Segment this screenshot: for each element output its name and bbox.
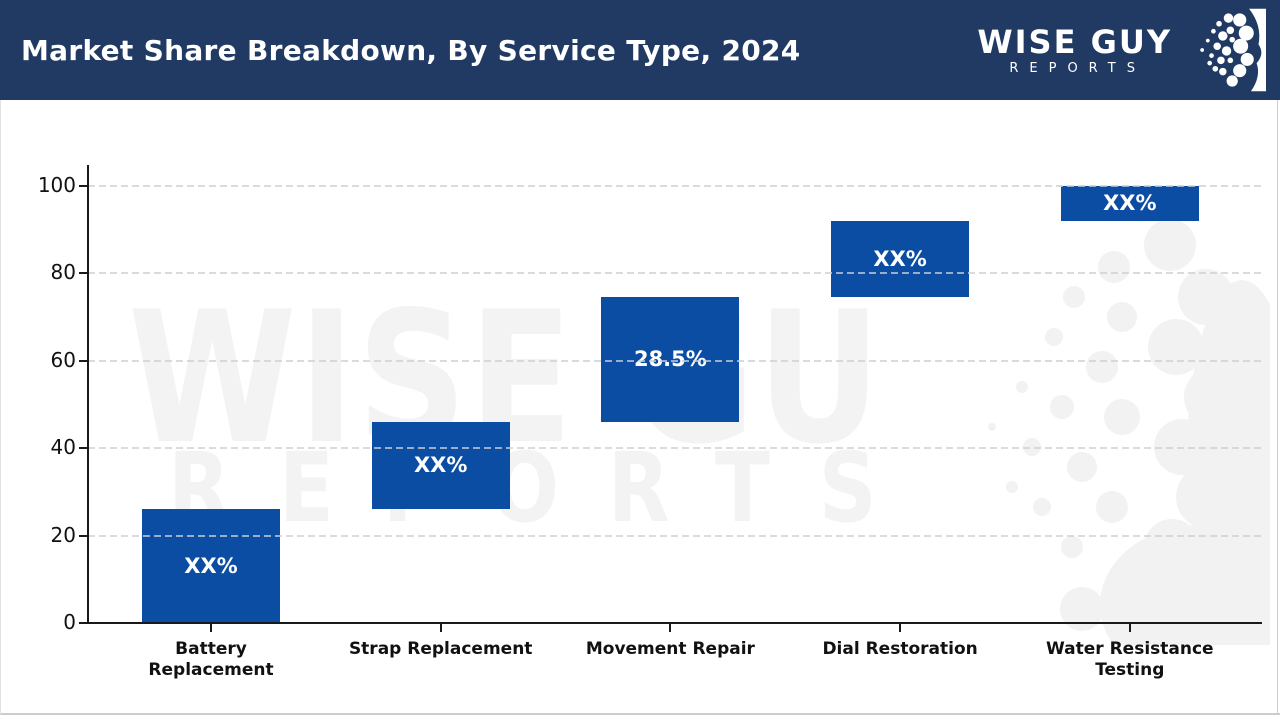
right-edge-line xyxy=(1277,100,1278,714)
x-category-label: Dial Restoration xyxy=(822,639,978,659)
bar-value-label: XX% xyxy=(413,453,468,478)
y-tick-100 xyxy=(79,185,87,187)
logo-face-icon xyxy=(1200,8,1266,92)
gridline-40 xyxy=(88,447,1262,450)
x-tick-1 xyxy=(439,623,442,632)
x-category-label: Strap Replacement xyxy=(348,639,533,659)
watermark-reports-text: REPORTS xyxy=(168,432,926,544)
logo-reports-label: REPORTS xyxy=(1009,60,1146,76)
bar-movement-repair: 28.5% xyxy=(601,297,740,422)
y-tick-label-40: 40 xyxy=(50,435,76,460)
y-tick-80 xyxy=(79,272,87,275)
wise-guy-reports-logo: WISE GUY REPORTS xyxy=(977,6,1280,94)
page-title: Market Share Breakdown, By Service Type,… xyxy=(21,33,801,67)
y-tick-60 xyxy=(79,359,87,362)
bar-value-label: XX% xyxy=(1103,190,1157,215)
y-tick-label-20: 20 xyxy=(50,522,76,547)
gridline-100 xyxy=(88,185,1262,187)
bar-value-label: 28.5% xyxy=(633,347,707,372)
x-tick-0 xyxy=(210,623,212,632)
y-tick-0 xyxy=(79,622,87,624)
bar-dial-restoration: XX% xyxy=(831,220,970,298)
y-tick-40 xyxy=(79,447,87,450)
x-category-label: Battery Replacement xyxy=(148,639,274,681)
gridline-20 xyxy=(88,534,1262,537)
bar-value-label: XX% xyxy=(184,553,238,578)
gridline-60 xyxy=(88,359,1262,362)
x-tick-3 xyxy=(899,623,902,632)
x-tick-4 xyxy=(1128,623,1131,632)
bottom-edge-line xyxy=(0,713,1280,715)
header-bar: Market Share Breakdown, By Service Type,… xyxy=(0,0,1280,100)
y-tick-label-80: 80 xyxy=(50,260,76,285)
x-category-label: Water Resistance Testing xyxy=(1046,639,1214,681)
bar-strap-replacement: XX% xyxy=(371,421,510,510)
left-edge-line xyxy=(0,100,1,714)
y-axis-line xyxy=(87,165,89,624)
y-tick-label-100: 100 xyxy=(37,173,76,197)
bar-value-label: XX% xyxy=(873,246,927,271)
bar-battery-replacement: XX% xyxy=(142,509,280,623)
x-axis-line xyxy=(87,622,1262,624)
watermark-face-dots xyxy=(988,219,1270,645)
y-tick-label-60: 60 xyxy=(50,347,76,372)
y-tick-20 xyxy=(79,534,87,537)
bar-water-resistance-testing: XX% xyxy=(1060,186,1199,221)
x-category-label: Movement Repair xyxy=(585,639,755,659)
logo-wiseguy-label: WISE GUY xyxy=(977,22,1172,61)
gridline-80 xyxy=(88,272,1262,275)
y-tick-label-0: 0 xyxy=(63,610,76,634)
x-tick-2 xyxy=(669,623,672,632)
